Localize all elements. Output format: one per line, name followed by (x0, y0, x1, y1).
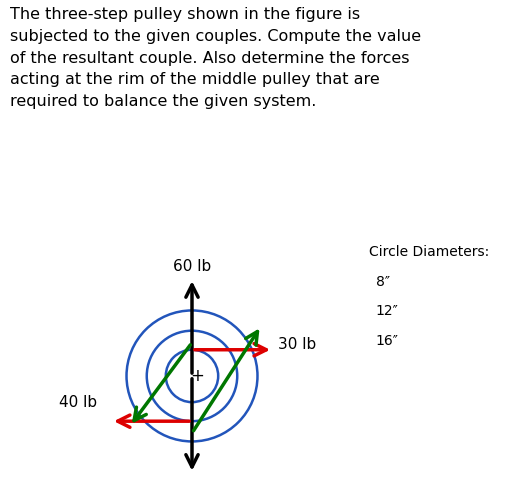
Text: 8″: 8″ (375, 275, 390, 288)
Text: Circle Diameters:: Circle Diameters: (369, 245, 489, 259)
Text: The three-step pulley shown in the figure is
subjected to the given couples. Com: The three-step pulley shown in the figur… (10, 7, 421, 109)
Text: 40 lb: 40 lb (58, 395, 97, 410)
Text: 16″: 16″ (375, 334, 398, 348)
Text: 30 lb: 30 lb (278, 337, 316, 353)
Text: +: + (190, 367, 204, 385)
Text: 12″: 12″ (375, 304, 398, 318)
Text: 60 lb: 60 lb (173, 258, 211, 274)
